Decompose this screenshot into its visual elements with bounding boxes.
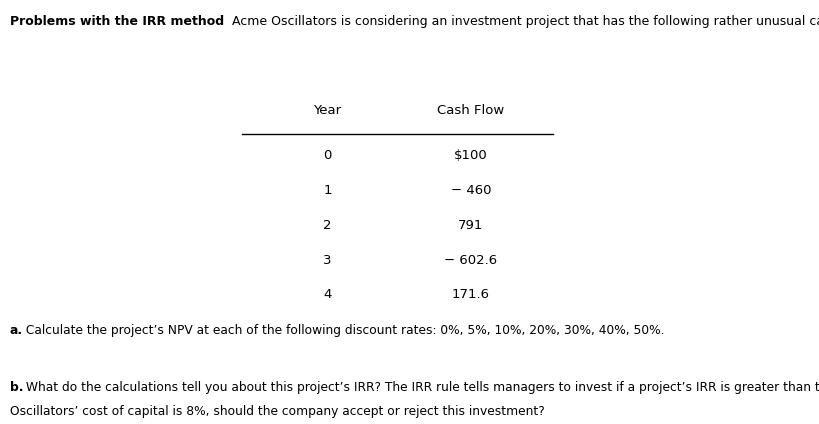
Text: Oscillators’ cost of capital is 8%, should the company accept or reject this inv: Oscillators’ cost of capital is 8%, shou… [10,405,545,418]
Text: $100: $100 [454,149,488,162]
Text: a.: a. [10,324,23,338]
Text: b.: b. [10,381,23,394]
Text: What do the calculations tell you about this project’s IRR? The IRR rule tells m: What do the calculations tell you about … [22,381,819,394]
Text: − 602.6: − 602.6 [445,254,497,267]
Text: 1: 1 [324,184,332,197]
Text: 791: 791 [459,219,483,232]
Text: 3: 3 [324,254,332,267]
Text: Cash Flow: Cash Flow [437,104,505,117]
Text: Problems with the IRR method: Problems with the IRR method [10,15,224,28]
Text: 2: 2 [324,219,332,232]
Text: 0: 0 [324,149,332,162]
Text: Year: Year [314,104,342,117]
Text: 4: 4 [324,288,332,301]
Text: 171.6: 171.6 [452,288,490,301]
Text: Calculate the project’s NPV at each of the following discount rates: 0%, 5%, 10%: Calculate the project’s NPV at each of t… [22,324,664,338]
Text: − 460: − 460 [450,184,491,197]
Text: Acme Oscillators is considering an investment project that has the following rat: Acme Oscillators is considering an inves… [224,15,819,28]
